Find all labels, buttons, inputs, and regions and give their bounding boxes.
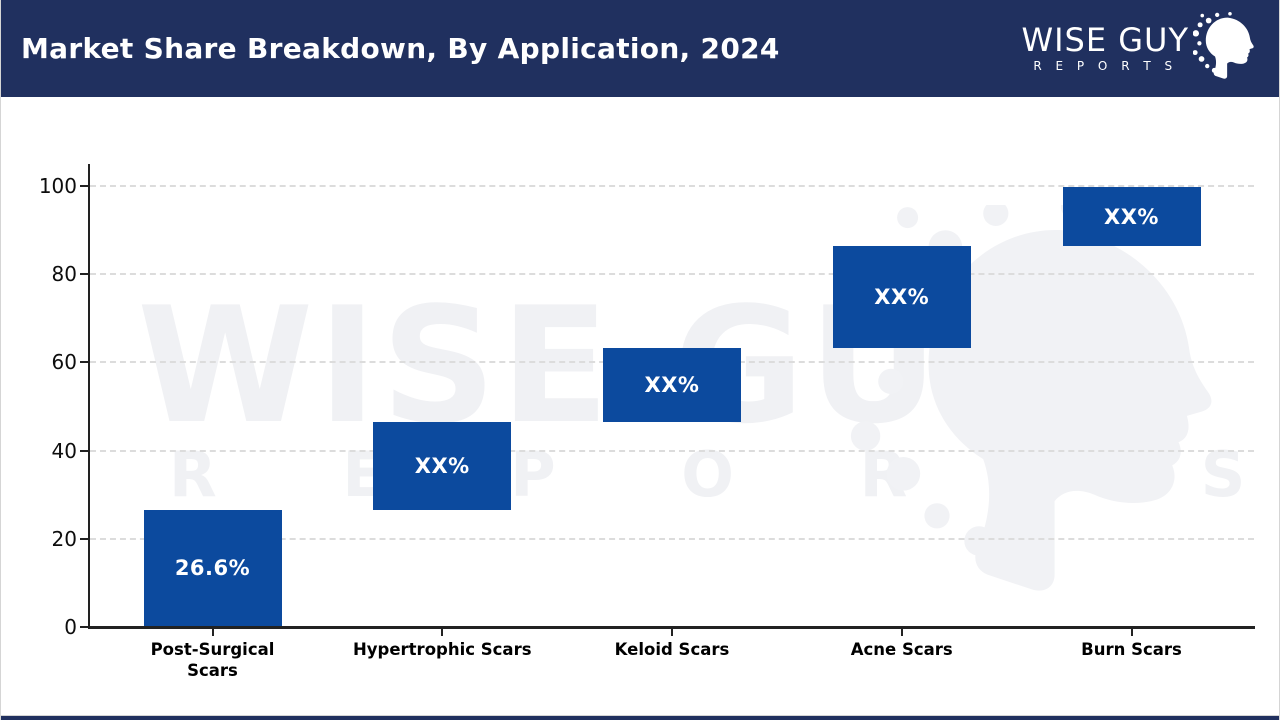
y-tick-label: 20 bbox=[51, 526, 77, 551]
bar-segment: XX% bbox=[1062, 187, 1201, 246]
bar-segment: XX% bbox=[373, 422, 512, 510]
y-tick-label: 100 bbox=[38, 174, 77, 198]
brand-wordmark: WISE GUY R E P O R T S bbox=[1021, 24, 1189, 73]
bar-value-label: XX% bbox=[874, 285, 930, 310]
bar-segment: XX% bbox=[603, 348, 741, 423]
footer-bar bbox=[1, 716, 1279, 720]
category-label: Burn Scars bbox=[1081, 640, 1182, 659]
y-axis-spine bbox=[88, 164, 90, 628]
gridline bbox=[90, 537, 1254, 540]
bar-value-label: XX% bbox=[414, 454, 470, 479]
gridline bbox=[90, 185, 1254, 187]
x-tick bbox=[1130, 629, 1133, 636]
y-tick-label: 40 bbox=[51, 438, 77, 463]
bar-value-label: XX% bbox=[1104, 204, 1159, 229]
y-tick-label: 0 bbox=[64, 615, 77, 639]
brand-name: WISE GUY bbox=[1021, 21, 1189, 60]
gridline bbox=[90, 449, 1254, 452]
gridline bbox=[90, 273, 1254, 276]
brand-subtitle: R E P O R T S bbox=[1033, 58, 1178, 73]
category-label: Acne Scars bbox=[850, 640, 953, 659]
page-title: Market Share Breakdown, By Application, … bbox=[21, 32, 780, 65]
y-tick bbox=[80, 185, 88, 187]
bar-value-label: 26.6% bbox=[174, 556, 251, 581]
x-tick bbox=[211, 629, 214, 636]
y-tick bbox=[80, 361, 88, 364]
footer-hairline bbox=[1, 715, 1279, 716]
y-tick bbox=[80, 626, 88, 628]
head-profile-icon bbox=[1193, 11, 1254, 79]
y-tick bbox=[80, 273, 88, 276]
header: Market Share Breakdown, By Application, … bbox=[1, 0, 1279, 97]
y-tick bbox=[80, 537, 88, 540]
bar-segment: XX% bbox=[832, 245, 971, 349]
category-label: Keloid Scars bbox=[614, 640, 730, 659]
y-tick bbox=[80, 449, 88, 452]
bar-value-label: XX% bbox=[644, 373, 700, 398]
x-tick bbox=[671, 629, 673, 636]
x-axis-spine bbox=[88, 626, 1255, 629]
y-tick-label: 60 bbox=[51, 350, 77, 375]
bar-segment: 26.6% bbox=[143, 509, 282, 627]
brand-logo: WISE GUY R E P O R T S bbox=[1021, 11, 1257, 87]
y-tick-label: 80 bbox=[51, 262, 77, 287]
category-label: Hypertrophic Scars bbox=[352, 640, 532, 659]
x-tick bbox=[900, 629, 903, 636]
category-label: Post-Surgical Scars bbox=[150, 640, 275, 681]
x-tick bbox=[441, 629, 444, 636]
